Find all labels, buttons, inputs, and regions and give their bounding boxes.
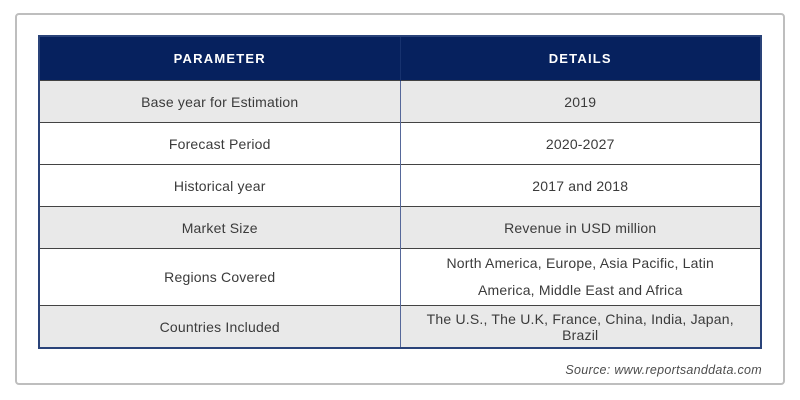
table-row: Base year for Estimation 2019 <box>39 80 761 123</box>
table-row: Historical year 2017 and 2018 <box>39 164 761 207</box>
details-cell: 2019 <box>399 80 761 123</box>
parameter-cell: Base year for Estimation <box>39 80 400 123</box>
details-cell: 2017 and 2018 <box>399 164 761 207</box>
parameter-cell: Historical year <box>39 164 400 207</box>
table-row: Regions Covered North America, Europe, A… <box>39 248 761 306</box>
parameter-cell: Forecast Period <box>39 122 400 165</box>
parameter-cell: Market Size <box>39 206 400 249</box>
details-cell: Revenue in USD million <box>399 206 761 249</box>
table-row: Countries Included The U.S., The U.K, Fr… <box>39 305 761 348</box>
details-cell: The U.S., The U.K, France, China, India,… <box>399 305 761 348</box>
column-header-details: DETAILS <box>399 36 761 81</box>
content-frame: PARAMETER DETAILS Base year for Estimati… <box>15 13 785 385</box>
report-scope-table: PARAMETER DETAILS Base year for Estimati… <box>38 35 762 349</box>
parameter-cell: Regions Covered <box>39 248 400 306</box>
table-row: Market Size Revenue in USD million <box>39 206 761 249</box>
details-cell: 2020-2027 <box>399 122 761 165</box>
parameter-cell: Countries Included <box>39 305 400 348</box>
table-header-row: PARAMETER DETAILS <box>39 36 761 81</box>
details-cell: North America, Europe, Asia Pacific, Lat… <box>399 248 761 306</box>
table-row: Forecast Period 2020-2027 <box>39 122 761 165</box>
source-credit: Source: www.reportsanddata.com <box>565 363 762 377</box>
column-header-parameter: PARAMETER <box>39 36 400 81</box>
